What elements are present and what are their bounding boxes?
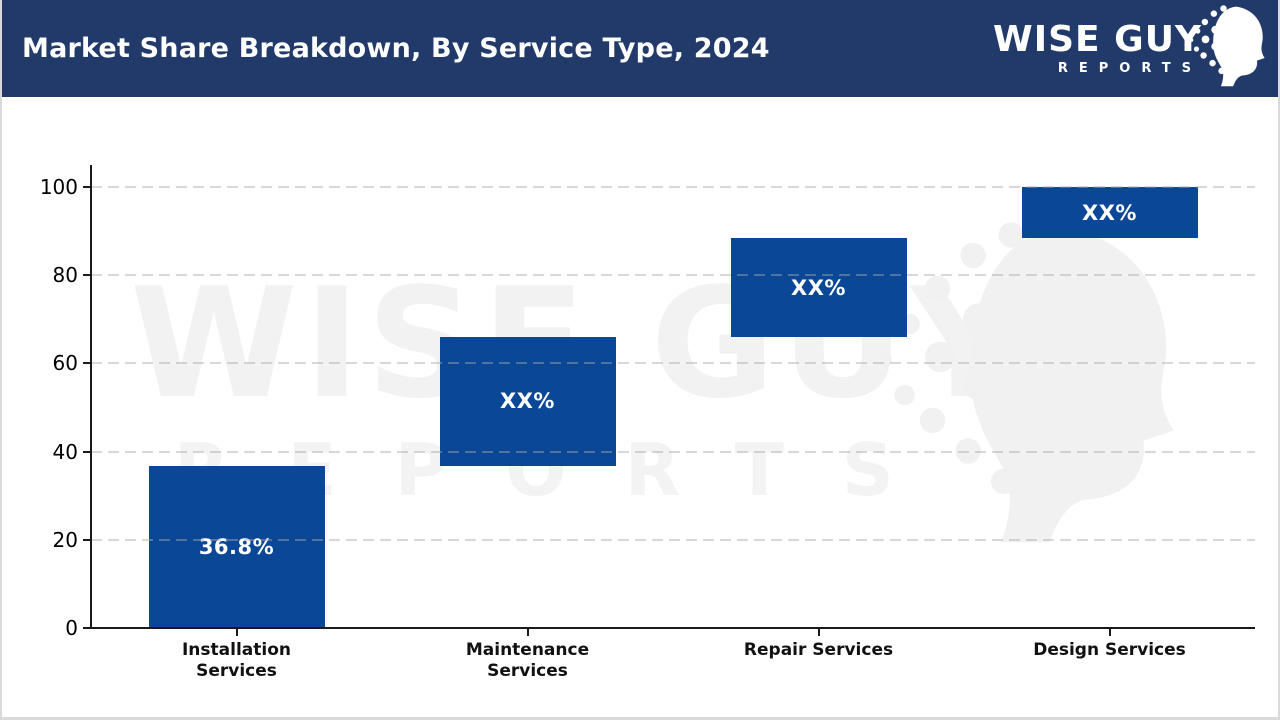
y-tick-label-0: 0: [65, 616, 78, 640]
x-category-label-line: Design Services: [1033, 640, 1186, 660]
x-category-label-line: Installation: [181, 640, 291, 660]
y-tick-100: [83, 186, 91, 188]
y-tick-20: [83, 538, 91, 541]
x-tick-3: [1108, 628, 1111, 636]
x-category-label-line: Maintenance: [465, 640, 590, 660]
logo-text: WISE GUY REPORTS: [992, 19, 1202, 76]
wise-guy-head-icon: [1189, 4, 1265, 86]
x-tick-1: [526, 628, 529, 636]
x-category-label-2: Repair Services: [689, 640, 949, 661]
watermark-head-icon: [876, 222, 1174, 543]
y-tick-60: [83, 362, 91, 365]
y-axis-spine: [90, 165, 92, 629]
y-tick-label-80: 80: [52, 263, 78, 288]
bar-value-label-0: 36.8%: [198, 534, 275, 559]
x-tick-2: [817, 628, 820, 636]
chart-title: Market Share Breakdown, By Service Type,…: [22, 33, 770, 64]
x-category-label-line: Services: [487, 661, 568, 681]
header-band: Market Share Breakdown, By Service Type,…: [2, 0, 1278, 97]
y-tick-80: [83, 274, 91, 277]
y-tick-label-100: 100: [39, 175, 78, 199]
wise-guy-reports-logo: WISE GUY REPORTS: [993, 4, 1270, 94]
x-category-label-0: Installation Services: [107, 640, 367, 682]
y-tick-label-60: 60: [52, 351, 78, 376]
x-category-label-line: Services: [196, 661, 277, 681]
y-tick-label-40: 40: [52, 439, 78, 464]
gridline-100: [91, 186, 1255, 188]
x-axis-spine: [90, 627, 1255, 629]
x-category-label-line: Repair Services: [743, 640, 894, 660]
x-category-label-3: Design Services: [980, 640, 1240, 661]
y-tick-label-20: 20: [52, 527, 78, 552]
logo-subtitle: REPORTS: [1057, 61, 1202, 76]
watermark-subtitle: REPORTS: [174, 428, 952, 512]
y-tick-40: [83, 450, 91, 453]
logo-wordmark: WISE GUY: [992, 19, 1202, 60]
x-tick-0: [235, 628, 238, 636]
y-tick-0: [83, 627, 91, 629]
x-category-label-1: Maintenance Services: [398, 640, 658, 682]
